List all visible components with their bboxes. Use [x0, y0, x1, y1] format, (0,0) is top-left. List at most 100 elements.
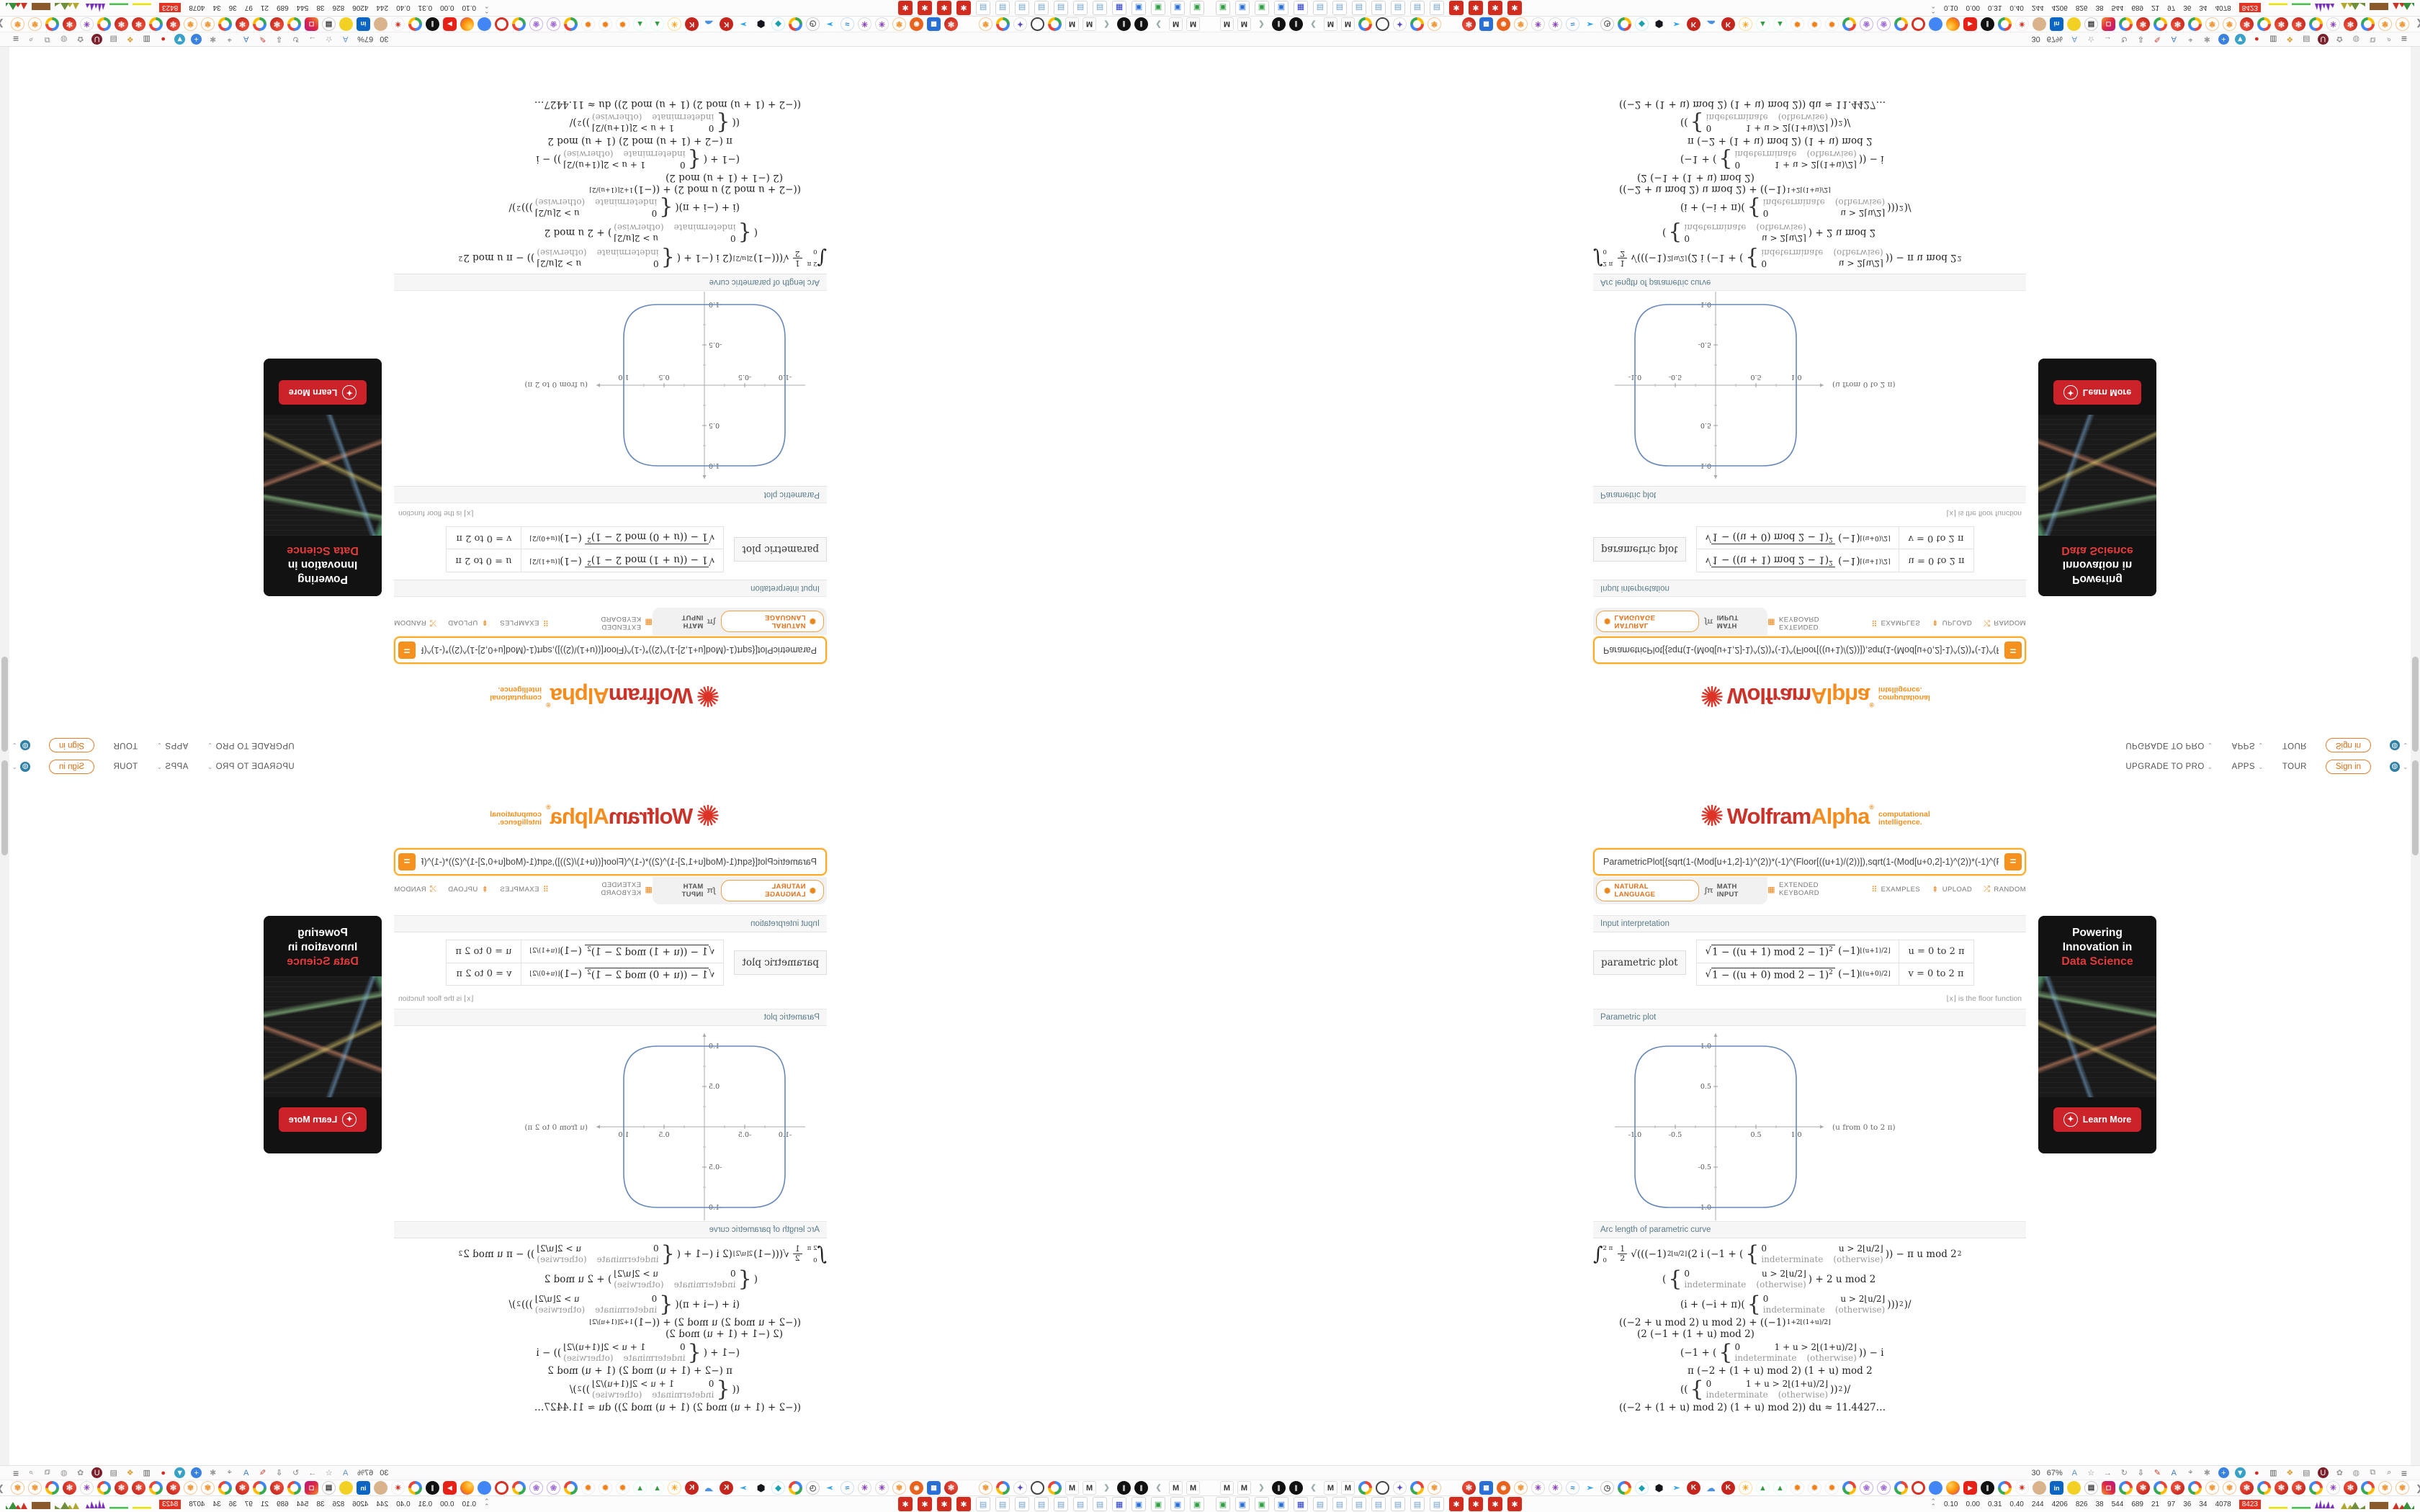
page-scrollbar[interactable]	[2411, 0, 2420, 756]
record-icon[interactable]: ●	[2254, 1468, 2259, 1477]
bird-tab-icon[interactable]: ➣	[737, 1481, 750, 1495]
kred-tab-icon[interactable]: K	[1687, 17, 1700, 31]
m-tab-icon[interactable]: M	[1169, 17, 1183, 31]
pflower-tab-icon[interactable]: ❀	[529, 1481, 543, 1495]
tour-link[interactable]: TOUR	[2282, 762, 2307, 771]
gear-red-icon[interactable]: ✱	[1469, 1, 1483, 15]
wolfram-tab-icon[interactable]: ✻	[132, 17, 145, 31]
wolfram-tab-icon[interactable]: ✻	[2292, 17, 2305, 31]
gear-red-icon[interactable]: ✱	[1488, 1, 1502, 15]
document-icon[interactable]: ▤	[1015, 1497, 1029, 1511]
web-globe-icon[interactable]: ◍	[60, 35, 68, 43]
target-tab-icon[interactable]	[1376, 17, 1389, 31]
wolfram-tab-icon[interactable]: ✻	[115, 1481, 128, 1495]
document-icon[interactable]: ▤	[1073, 1, 1088, 15]
document-icon[interactable]: ▤	[1332, 1497, 1347, 1511]
youtube-tab-icon[interactable]: ▶	[443, 17, 457, 31]
cart-tab-icon[interactable]: ▦	[927, 17, 941, 31]
google-tab-icon[interactable]	[253, 17, 266, 31]
spiro-tab-icon[interactable]: ✳	[858, 1481, 871, 1495]
chrome-c-tab-icon[interactable]	[996, 1481, 1010, 1495]
pacman-tab-icon[interactable]	[2067, 17, 2081, 31]
forward-icon[interactable]: →	[2103, 1468, 2112, 1477]
gap-tab-icon[interactable]	[1445, 17, 1458, 31]
gear-red-icon[interactable]: ✱	[1507, 1497, 1522, 1511]
wolfram-tab-icon[interactable]: ✻	[2292, 1481, 2305, 1495]
flower-tab-icon[interactable]: ✾	[1428, 17, 1441, 31]
cloud-tab-icon[interactable]: ☁	[702, 17, 716, 31]
reload-icon[interactable]: ↻	[2120, 1469, 2128, 1477]
settings-small-icon[interactable]: ✱	[210, 1469, 217, 1477]
gearo-tab-icon[interactable]: ✹	[1791, 1481, 1804, 1495]
record-icon[interactable]: ●	[2254, 35, 2259, 44]
google-tab-icon[interactable]	[564, 1481, 578, 1495]
redstar-tab-icon[interactable]: ✴	[2015, 17, 2029, 31]
mouse-gesture-icon[interactable]: ⌖	[2188, 35, 2193, 44]
gear-red-icon[interactable]: ✱	[918, 1497, 932, 1511]
mountain-tab-icon[interactable]: ▲	[1756, 17, 1770, 31]
wave-tab-icon[interactable]: ≈	[1566, 1481, 1579, 1495]
gear-red-icon[interactable]: ✱	[1469, 1497, 1483, 1511]
wolfram-tab-icon[interactable]: ✻	[236, 17, 249, 31]
wolfram-tab-icon[interactable]: ✻	[1462, 1481, 1476, 1495]
suns-tab-icon[interactable]: ☀	[668, 1481, 681, 1495]
web-globe-icon[interactable]: ◍	[60, 1469, 68, 1477]
suns-tab-icon[interactable]: ☀	[1739, 1481, 1752, 1495]
google-tab-icon[interactable]	[2361, 1481, 2375, 1495]
download-icon[interactable]: ⇩	[276, 35, 283, 43]
google-tab-icon[interactable]	[2309, 1481, 2323, 1495]
record-icon[interactable]: ●	[161, 1468, 166, 1477]
pacman-tab-icon[interactable]	[2067, 1481, 2081, 1495]
scrollbar-thumb[interactable]	[1, 760, 8, 855]
popup-window-icon[interactable]: ⧉	[2370, 35, 2376, 44]
flower-tab-icon[interactable]: ✾	[2396, 17, 2409, 31]
ublock-icon[interactable]: U	[91, 1467, 103, 1478]
sidebar-ad[interactable]: Powering Innovation in Data Science ✦ Learn…	[2038, 359, 2156, 596]
extended-keyboard-button[interactable]: ▦ EXTENDED KEYBOARD	[1767, 615, 1819, 631]
tour-link[interactable]: TOUR	[113, 762, 138, 771]
mouse-gesture-icon[interactable]: ⌖	[227, 1468, 232, 1477]
kred-tab-icon[interactable]: K	[720, 1481, 733, 1495]
download-icon[interactable]: ⇩	[2137, 35, 2144, 43]
language-menu[interactable]: ◍ ⌄	[12, 740, 30, 750]
translate-blue-icon[interactable]: A	[243, 35, 249, 44]
natural-language-button[interactable]: ✺ NATURAL LANGUAGE	[1596, 611, 1699, 632]
clock-tab-icon[interactable]: ◷	[1600, 17, 1614, 31]
wolframalpha-logo[interactable]: ✺ WolframAlpha® computational intelligenc…	[0, 680, 1210, 711]
wolfram-tab-icon[interactable]: ✻	[944, 17, 958, 31]
columns-icon[interactable]: ▥	[143, 1469, 151, 1477]
flower-tab-icon[interactable]: ✾	[2378, 1481, 2392, 1495]
media-prev-tab-icon[interactable]: ❮	[1310, 1484, 1317, 1492]
expand-stats-icon[interactable]: ⌃ ⌃	[1930, 2, 1936, 14]
m-tab-icon[interactable]: M	[1083, 17, 1096, 31]
m-tab-icon[interactable]: M	[1169, 1481, 1183, 1495]
monitor-green-icon[interactable]: ▣	[1190, 1, 1204, 15]
linkedin-tab-icon[interactable]: in	[357, 1481, 370, 1495]
wolfram-tab-icon[interactable]: ✻	[63, 1481, 76, 1495]
gear-red-icon[interactable]: ✱	[1488, 1497, 1502, 1511]
wolfram-tab-icon[interactable]: ✻	[2171, 17, 2184, 31]
highlighter-icon[interactable]: ✎	[2154, 35, 2161, 43]
flower-tab-icon[interactable]: ✾	[2223, 17, 2236, 31]
sync-icon[interactable]: ❖	[126, 35, 134, 43]
monitor-blue-icon[interactable]: ▣	[1170, 1497, 1185, 1511]
wolfram-tab-icon[interactable]: ✻	[166, 1481, 180, 1495]
m-tab-icon[interactable]: M	[1220, 1481, 1234, 1495]
chrome-c-tab-icon[interactable]	[1618, 17, 1631, 31]
kred-tab-icon[interactable]: K	[1721, 17, 1735, 31]
wolfram-tab-icon[interactable]: ✻	[270, 17, 284, 31]
gearo-tab-icon[interactable]: ✹	[1825, 1481, 1839, 1495]
pacman-tab-icon[interactable]	[339, 17, 353, 31]
flower-tab-icon[interactable]: ✾	[28, 1481, 42, 1495]
gearo-tab-icon[interactable]: ✹	[616, 1481, 629, 1495]
ublock-icon[interactable]: U	[2317, 34, 2329, 45]
media-next-tab-icon[interactable]: ❯	[1258, 20, 1265, 28]
flower-tab-icon[interactable]: ✾	[2378, 17, 2392, 31]
examples-button[interactable]: ⠿ EXAMPLES	[1871, 618, 1921, 627]
mountain-tab-icon[interactable]: ▲	[633, 1481, 647, 1495]
gear-red-icon[interactable]: ✱	[1449, 1497, 1464, 1511]
youtube-tab-icon[interactable]: ▶	[1963, 1481, 1977, 1495]
wolfram-tab-icon[interactable]: ✻	[132, 1481, 145, 1495]
pauseb-tab-icon[interactable]: ∥	[1981, 1481, 1994, 1495]
page-scrollbar[interactable]	[0, 756, 9, 1512]
